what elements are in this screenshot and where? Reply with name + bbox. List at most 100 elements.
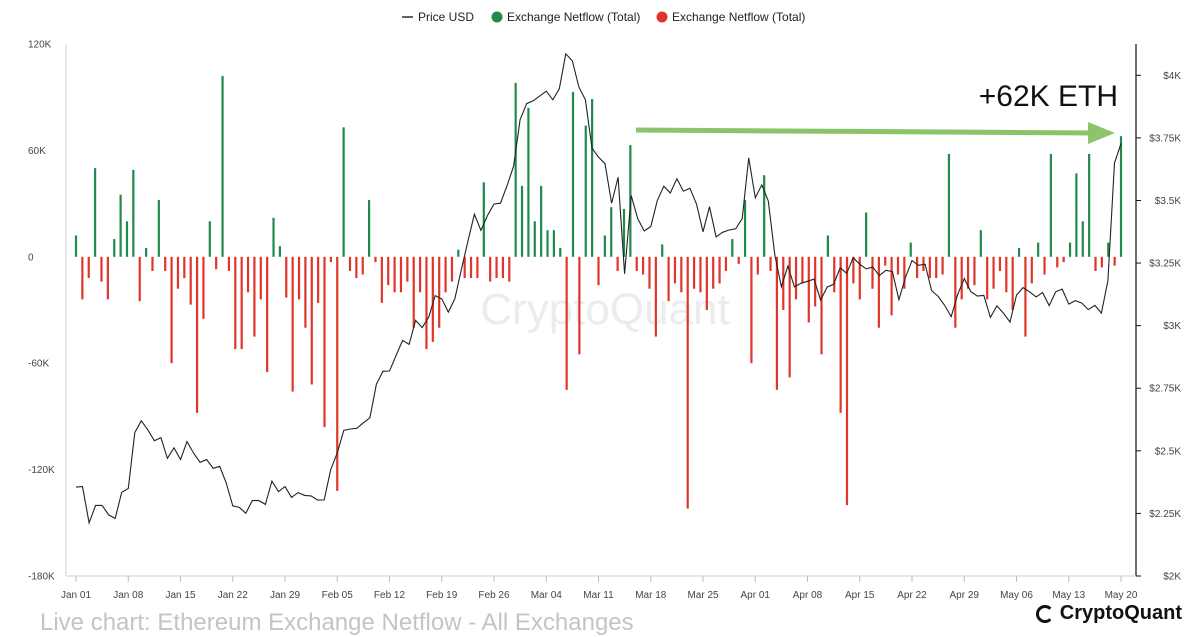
outflow-bar <box>966 256 970 289</box>
inflow-bar <box>979 230 982 257</box>
outflow-bar <box>833 256 836 293</box>
outflow-bar <box>1030 256 1033 284</box>
outflow-bar <box>737 256 740 264</box>
outflow-bar <box>1113 256 1116 266</box>
outflow-bar <box>794 256 798 300</box>
outflow-bar <box>845 256 849 506</box>
outflow-bar <box>673 256 677 284</box>
outflow-bar <box>304 256 307 328</box>
inflow-bar <box>610 207 613 257</box>
outflow-bar <box>680 256 683 293</box>
inflow-bar <box>571 91 575 257</box>
right-tick-label: $2K <box>1163 572 1181 583</box>
x-tick-label: Jan 29 <box>270 590 300 601</box>
outflow-bar <box>444 256 447 293</box>
x-tick-label: Feb 05 <box>322 590 354 601</box>
inflow-bar <box>743 200 747 257</box>
legend-outflow-label: Exchange Netflow (Total) <box>672 10 805 24</box>
inflow-bar <box>94 168 97 257</box>
netflow-bars <box>74 75 1123 509</box>
x-tick-label: Apr 08 <box>793 590 823 601</box>
x-tick-label: Apr 29 <box>950 590 980 601</box>
outflow-bar <box>202 256 205 319</box>
inflow-bar <box>119 194 122 257</box>
outflow-bar <box>973 256 976 286</box>
inflow-bar <box>947 153 951 257</box>
outflow-bar <box>935 256 938 279</box>
outflow-bar <box>877 256 880 328</box>
outflow-bar <box>635 256 638 271</box>
legend-price-label: Price USD <box>418 10 474 24</box>
outflow-bar <box>189 256 192 305</box>
outflow-bar <box>418 256 422 293</box>
x-tick-label: Jan 15 <box>165 590 195 601</box>
outflow-bar <box>750 256 753 364</box>
inflow-bar <box>1088 153 1091 257</box>
outflow-bar <box>183 256 186 279</box>
inflow-bar <box>1037 242 1040 257</box>
x-tick-label: May 13 <box>1052 590 1085 601</box>
outflow-bar <box>215 256 218 270</box>
outflow-bar <box>374 256 377 263</box>
inflow-bar <box>520 185 524 257</box>
outflow-bar <box>642 256 645 275</box>
legend-inflow-label: Exchange Netflow (Total) <box>507 10 640 24</box>
outflow-bar <box>463 256 466 279</box>
outflow-bar <box>380 256 383 303</box>
inflow-bar <box>1049 153 1053 257</box>
inflow-bar <box>482 182 485 257</box>
inflow-bar <box>826 235 829 257</box>
x-tick-label: Mar 25 <box>687 590 719 601</box>
outflow-bar <box>1011 256 1014 310</box>
outflow-bar <box>712 256 715 289</box>
x-tick-label: Mar 18 <box>635 590 667 601</box>
x-tick-label: Apr 22 <box>897 590 927 601</box>
outflow-bar <box>246 256 250 293</box>
chart-caption[interactable]: Live chart: Ethereum Exchange Netflow - … <box>40 609 634 636</box>
inflow-bar <box>278 246 282 257</box>
outflow-bar <box>138 256 141 302</box>
annotation-text: +62K ETH <box>979 80 1118 113</box>
outflow-bar <box>100 256 103 282</box>
x-axis-ticks: Jan 01 Jan 08 Jan 15 Jan 22 Jan 29 Feb 05 Feb … <box>61 576 1138 601</box>
inflow-bar <box>661 244 664 257</box>
outflow-bar <box>266 256 269 373</box>
outflow-bar <box>317 256 320 303</box>
inflow-bar <box>603 235 606 257</box>
outflow-bar <box>807 256 810 323</box>
inflow-bar <box>591 98 594 257</box>
outflow-bar <box>227 256 231 271</box>
outflow-bar <box>195 256 199 413</box>
outflow-bar <box>87 256 90 279</box>
outflow-bar <box>164 256 167 271</box>
outflow-bar <box>858 256 861 300</box>
outflow-bar <box>986 256 989 300</box>
outflow-bar <box>954 256 957 328</box>
outflow-bar <box>297 256 301 300</box>
outflow-bar <box>699 256 702 293</box>
inflow-bar <box>1017 247 1021 257</box>
outflow-bar <box>801 256 804 284</box>
outflow-bar <box>1005 256 1008 293</box>
inflow-bar <box>540 185 543 257</box>
right-tick-label: $2.75K <box>1149 384 1181 395</box>
outflow-bar <box>915 256 919 279</box>
brand-icon <box>1035 604 1054 623</box>
x-tick-label: Jan 01 <box>61 590 91 601</box>
outflow-bar <box>705 256 708 310</box>
outflow-bar <box>489 256 492 282</box>
outflow-bar <box>476 256 479 279</box>
outflow-bar <box>259 256 262 300</box>
left-tick-label: -180K <box>28 572 55 583</box>
outflow-bar <box>361 256 364 275</box>
inflow-bar <box>1107 242 1110 257</box>
outflow-bar <box>240 256 243 350</box>
x-tick-label: Mar 04 <box>531 590 563 601</box>
x-tick-label: Jan 22 <box>218 590 248 601</box>
inflow-bar <box>731 239 734 257</box>
outflow-bar <box>775 256 779 390</box>
outflow-bar <box>648 256 651 289</box>
x-tick-label: Jan 08 <box>113 590 143 601</box>
inflow-bar <box>1068 242 1072 257</box>
